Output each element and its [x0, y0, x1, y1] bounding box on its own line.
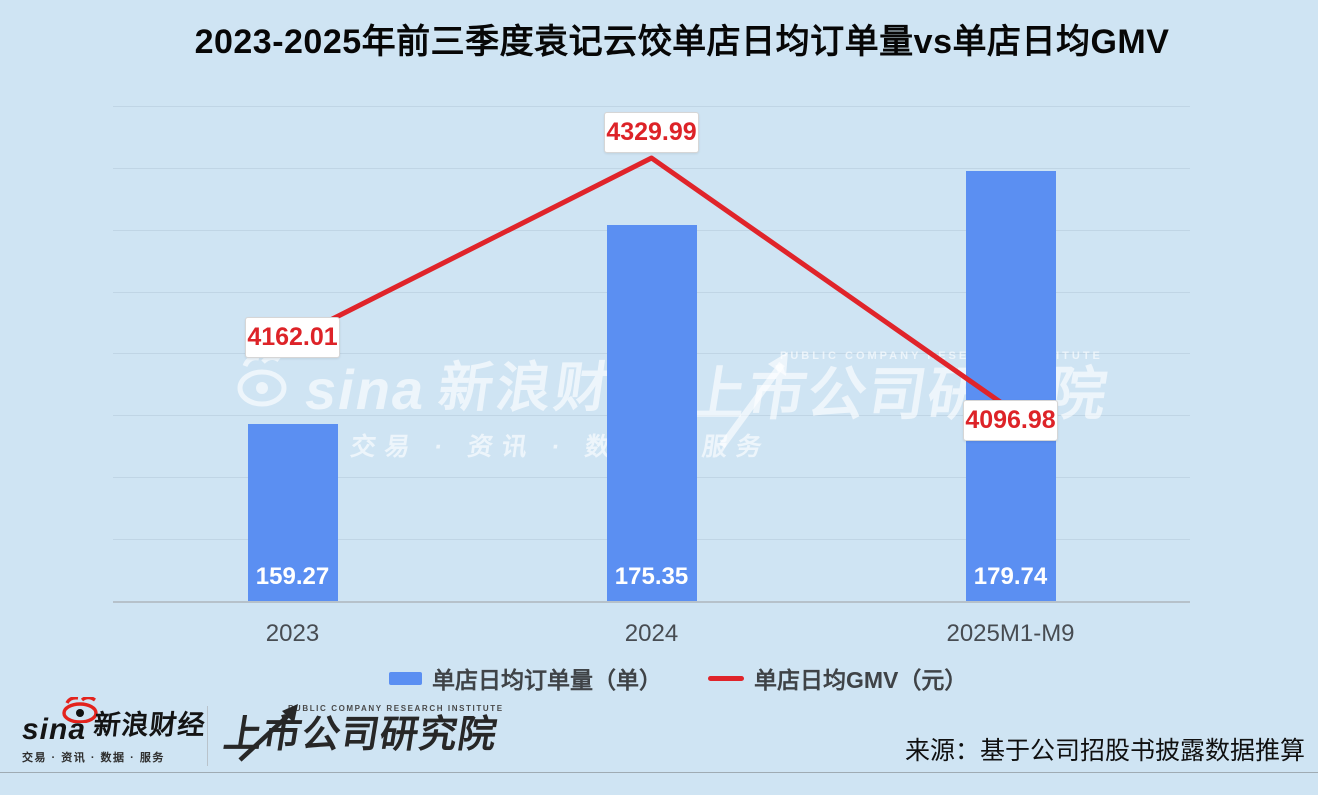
bar-value-label: 159.27	[255, 563, 330, 590]
bar-2025M1-M9[interactable]	[965, 171, 1056, 601]
chart-title: 2023-2025年前三季度袁记云饺单店日均订单量vs单店日均GMV	[194, 23, 1170, 61]
gridline	[113, 105, 1190, 107]
footer-institute-cn: 上市公司研究院	[220, 714, 501, 756]
footer-institute-en: PUBLIC COMPANY RESEARCH INSTITUTE	[288, 704, 504, 713]
legend-bar-label[interactable]: 单店日均订单量（单）	[432, 667, 662, 693]
footer-divider	[207, 706, 208, 766]
sina-eye-icon	[233, 352, 291, 415]
gmv-value-label: 4329.99	[604, 111, 699, 153]
legend-line-label[interactable]: 单店日均GMV（元）	[754, 667, 968, 693]
footer-institute-logo: PUBLIC COMPANY RESEARCH INSTITUTE 上市公司研究…	[221, 704, 504, 762]
chart-legend: 单店日均订单量（单） 单店日均GMV（元）	[389, 661, 967, 695]
footer-sina-cn: 新浪财经	[92, 710, 208, 740]
x-axis-label: 2025M1-M9	[946, 620, 1075, 647]
x-axis-label: 2024	[624, 620, 679, 647]
footer-sina-tagline: 交易 · 资讯 · 数据 · 服务	[22, 752, 165, 764]
legend-line-swatch[interactable]	[708, 675, 744, 681]
legend-bar-swatch[interactable]	[389, 671, 422, 685]
bar-2023[interactable]	[247, 424, 338, 601]
bar-2024[interactable]	[606, 225, 697, 601]
x-axis-label: 2023	[265, 620, 320, 647]
bar-value-label: 179.74	[973, 563, 1048, 590]
bar-value-label: 175.35	[614, 563, 689, 590]
sina-wordmark: sina	[22, 713, 87, 746]
source-note: 来源：基于公司招股书披露数据推算	[904, 737, 1305, 765]
footer-sina-logo: sina 新浪财经 交易 · 资讯 · 数据 · 服务	[22, 695, 208, 765]
gmv-value-label: 4096.98	[963, 399, 1058, 441]
gridline	[113, 167, 1190, 169]
watermark-sina-wordmark: sina	[305, 357, 426, 421]
x-axis-line	[113, 601, 1190, 603]
gmv-value-label: 4162.01	[245, 316, 340, 358]
footer-rule	[0, 772, 1318, 773]
watermark-institute-en: PUBLIC COMPANY RESEARCH INSTITUTE	[780, 350, 1103, 362]
